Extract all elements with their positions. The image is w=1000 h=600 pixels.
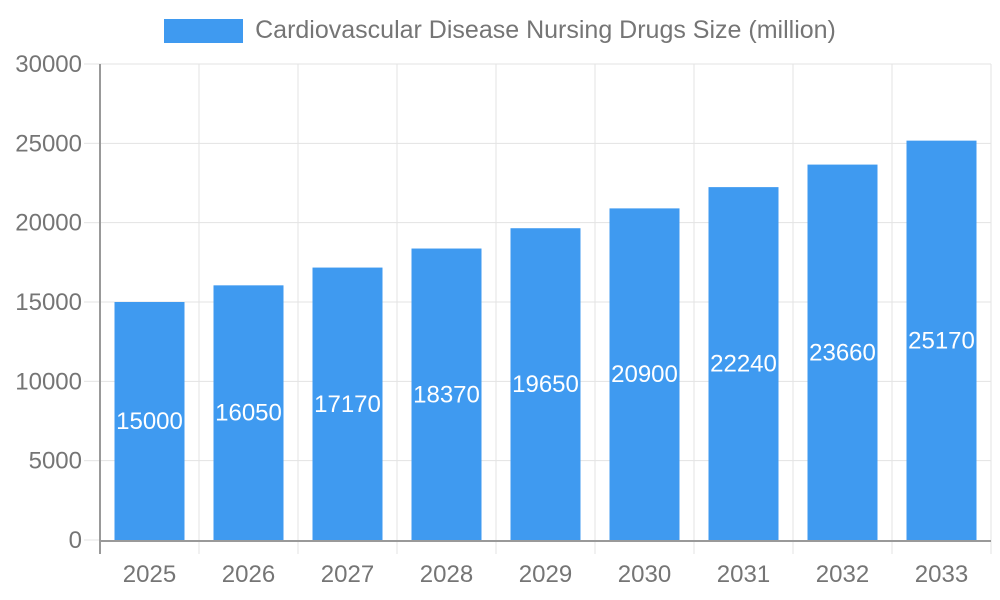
legend-label[interactable]: Cardiovascular Disease Nursing Drugs Siz… xyxy=(255,16,836,44)
x-axis-tick-label: 2032 xyxy=(816,561,869,588)
bar-value-label-2025: 15000 xyxy=(116,408,183,435)
bar-2031 xyxy=(708,187,779,540)
bar-value-label-2027: 17170 xyxy=(314,391,381,418)
x-axis-tick-label: 2029 xyxy=(519,561,572,588)
legend-swatch[interactable] xyxy=(164,18,244,43)
bar-value-label-2029: 19650 xyxy=(512,371,579,398)
y-axis-tick-label: 0 xyxy=(69,527,82,554)
bar-value-label-2026: 16050 xyxy=(215,400,282,427)
x-axis-tick-label: 2025 xyxy=(123,561,176,588)
x-axis-tick-label: 2027 xyxy=(321,561,374,588)
bar-2032 xyxy=(807,164,878,540)
bar-2033 xyxy=(906,140,977,541)
legend: Cardiovascular Disease Nursing Drugs Siz… xyxy=(0,16,1000,45)
bar-value-label-2032: 23660 xyxy=(809,339,876,366)
bar-2029 xyxy=(510,228,581,540)
bar-2030 xyxy=(609,208,680,541)
bar-2027 xyxy=(312,267,383,540)
bar-2026 xyxy=(213,285,284,540)
y-axis-tick-label: 25000 xyxy=(15,130,82,157)
x-axis-tick-label: 2028 xyxy=(420,561,473,588)
bar-value-label-2030: 20900 xyxy=(611,361,678,388)
x-axis-tick-label: 2030 xyxy=(618,561,671,588)
y-axis-tick-label: 15000 xyxy=(15,289,82,316)
y-axis-tick-label: 30000 xyxy=(15,51,82,78)
x-axis-tick-label: 2033 xyxy=(915,561,968,588)
y-axis-tick-label: 10000 xyxy=(15,368,82,395)
y-axis-tick-label: 5000 xyxy=(29,448,82,475)
bar-value-label-2028: 18370 xyxy=(413,381,480,408)
bar-2025 xyxy=(114,302,185,540)
x-axis-tick-label: 2026 xyxy=(222,561,275,588)
bar-2028 xyxy=(411,248,482,540)
bar-value-label-2033: 25170 xyxy=(908,327,975,354)
bar-value-label-2031: 22240 xyxy=(710,351,777,378)
x-axis-tick-label: 2031 xyxy=(717,561,770,588)
y-axis-tick-label: 20000 xyxy=(15,210,82,237)
